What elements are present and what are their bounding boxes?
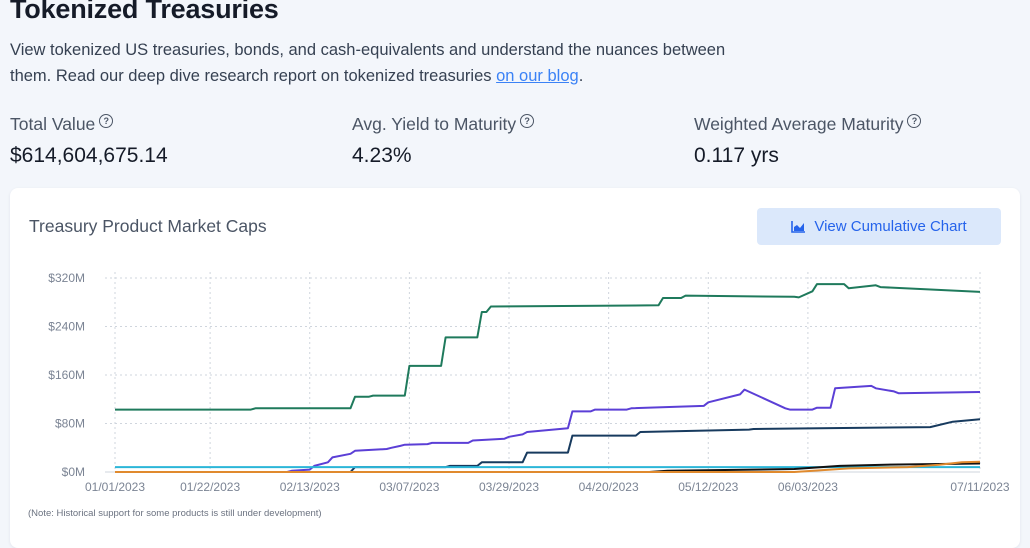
page-title: Tokenized Treasuries (10, 0, 279, 24)
help-icon[interactable]: ? (907, 113, 922, 128)
blog-link[interactable]: on our blog (496, 67, 579, 85)
y-tick-label: $0M (62, 465, 85, 479)
x-tick-label: 04/20/2023 (579, 480, 639, 494)
y-tick-label: $320M (48, 271, 85, 285)
market-cap-chart: $0M $80M $160M $240M $320M 01/01/2023 01/22/20… (48, 271, 1010, 494)
x-tick-label: 01/01/2023 (85, 480, 145, 494)
help-icon[interactable]: ? (99, 113, 114, 128)
x-tick-label: 07/11/2023 (950, 480, 1009, 494)
intro-end: . (578, 67, 584, 85)
page-intro: View tokenized US treasuries, bonds, and… (10, 37, 730, 89)
stat-value: 0.117 yrs (694, 144, 779, 167)
button-label: View Cumulative Chart (814, 218, 967, 235)
stat-label: Avg. Yield to Maturity (352, 114, 517, 134)
help-icon[interactable]: ? (520, 113, 535, 128)
stat-total-value: Total Value? $614,604,675.14 (10, 113, 168, 168)
x-tick-label: 01/22/2023 (180, 480, 240, 494)
chart-note: (Note: Historical support for some produ… (28, 508, 322, 519)
x-tick-label: 05/12/2023 (678, 480, 738, 494)
stat-weighted-maturity: Weighted Average Maturity? 0.117 yrs (694, 113, 922, 168)
view-cumulative-chart-button[interactable]: View Cumulative Chart (757, 208, 1001, 245)
stat-value: 4.23% (352, 144, 412, 167)
y-tick-label: $240M (48, 320, 85, 334)
x-tick-label: 06/03/2023 (778, 480, 838, 494)
chart-title: Treasury Product Market Caps (29, 216, 267, 236)
x-tick-label: 02/13/2023 (280, 480, 340, 494)
stat-label: Total Value (10, 114, 96, 134)
stat-label: Weighted Average Maturity (694, 114, 904, 134)
intro-text: View tokenized US treasuries, bonds, and… (10, 41, 726, 85)
area-chart-icon (791, 221, 806, 233)
x-tick-label: 03/29/2023 (479, 480, 539, 494)
market-caps-card: Treasury Product Market Caps View Cumula… (10, 188, 1020, 548)
series-line (115, 384, 981, 473)
x-tick-label: 03/07/2023 (379, 480, 439, 494)
y-tick-label: $160M (48, 368, 85, 382)
series-line (115, 460, 981, 473)
series-line (115, 283, 981, 411)
series-line (115, 418, 981, 473)
stat-value: $614,604,675.14 (10, 144, 168, 167)
stat-avg-yield: Avg. Yield to Maturity? 4.23% (352, 113, 535, 168)
y-tick-label: $80M (55, 417, 85, 431)
